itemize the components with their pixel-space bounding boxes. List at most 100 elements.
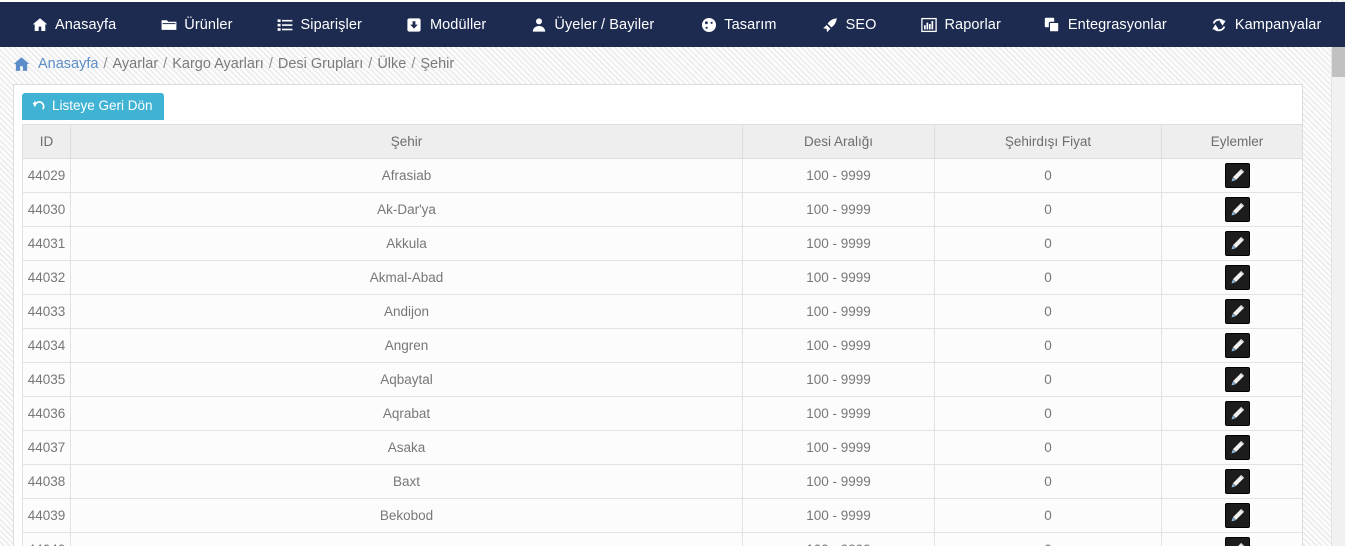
nav-item-label: Tasarım [724,16,777,33]
cell-actions [1161,327,1302,363]
breadcrumb-separator: / [103,56,108,72]
cell-id: 44039 [22,497,71,533]
breadcrumb-item[interactable]: Kargo Ayarları [172,56,264,72]
back-to-list-button[interactable]: Listeye Geri Dön [22,93,164,120]
pencil-edit-icon [1230,542,1245,546]
edit-row-button[interactable] [1224,264,1250,290]
bar-chart-icon [920,16,937,33]
nav-item-seo[interactable]: SEO [811,2,888,47]
city-desi-table: ID Şehir Desi Aralığı Şehirdışı Fiyat Eyleml… [22,123,1302,546]
table-row: 44035 Aqbaytal 100 - 9999 0 [22,361,1302,397]
cell-id: 44038 [22,463,71,499]
cell-actions [1161,531,1302,546]
pencil-edit-icon [1230,508,1245,523]
cell-outcity-price: 0 [934,157,1162,193]
home-icon [13,56,30,73]
undo-arrow-icon [31,99,46,114]
cell-city: Andijon [70,293,743,329]
cell-desi-range: 100 - 9999 [742,463,935,499]
table-row: 44033 Andijon 100 - 9999 0 [22,293,1302,329]
edit-row-button[interactable] [1224,400,1250,426]
cell-desi-range: 100 - 9999 [742,327,935,363]
cell-outcity-price: 0 [934,463,1162,499]
cell-city: Angren [70,327,743,363]
home-icon [31,16,48,33]
pencil-edit-icon [1230,440,1245,455]
nav-item-raporlar[interactable]: Raporlar [909,2,1011,47]
folder-icon [160,16,177,33]
breadcrumb-item[interactable]: Desi Grupları [277,56,364,72]
pencil-edit-icon [1230,474,1245,489]
cell-desi-range: 100 - 9999 [742,429,935,465]
column-header-id: ID [22,123,71,159]
nav-item-tasar-m[interactable]: Tasarım [689,2,787,47]
list-icon [277,16,294,33]
edit-row-button[interactable] [1224,502,1250,528]
breadcrumb: Anasayfa / Ayarlar / Kargo Ayarları / Desi Gr… [0,47,1345,81]
cell-id: 44030 [22,191,71,227]
nav-item-mod-ller[interactable]: Modüller [395,2,497,47]
edit-row-button[interactable] [1224,434,1250,460]
cell-desi-range: 100 - 9999 [742,361,935,397]
nav-item-entegrasyonlar[interactable]: Entegrasyonlar [1033,2,1178,47]
pencil-edit-icon [1230,304,1245,319]
breadcrumb-separator: / [268,56,273,72]
table-row: 44036 Aqrabat 100 - 9999 0 [22,395,1302,431]
breadcrumb-separator: / [163,56,168,72]
main-navbar: Anasayfa Ürünler Siparişler Modüller Üyeler … [0,2,1331,47]
edit-row-button[interactable] [1224,230,1250,256]
edit-row-button[interactable] [1224,332,1250,358]
edit-row-button[interactable] [1224,162,1250,188]
table-row: 44039 Bekobod 100 - 9999 0 [22,497,1302,533]
cell-id: 44040 [22,531,71,546]
cell-outcity-price: 0 [934,531,1162,546]
cell-desi-range: 100 - 9999 [742,531,935,546]
cell-id: 44032 [22,259,71,295]
breadcrumb-separator: / [368,56,373,72]
cell-desi-range: 100 - 9999 [742,395,935,431]
page-scrollbar-track[interactable] [1331,47,1345,546]
column-header-actions: Eylemler [1161,123,1302,159]
refresh-icon [1211,16,1228,33]
back-to-list-label: Listeye Geri Dön [52,98,153,113]
nav-item-kampanyalar[interactable]: Kampanyalar [1200,2,1333,47]
cell-outcity-price: 0 [934,225,1162,261]
nav-item-r-nler[interactable]: Ürünler [149,2,243,47]
user-icon [530,16,547,33]
cell-desi-range: 100 - 9999 [742,191,935,227]
page-scrollbar-thumb[interactable] [1332,47,1345,77]
top-sliver [0,0,1331,2]
breadcrumb-item[interactable]: Şehir [420,56,455,72]
nav-item-label: Anasayfa [55,16,117,33]
breadcrumb-item[interactable]: Ülke [377,56,407,72]
cell-city: Aqbaytal [70,361,743,397]
cell-outcity-price: 0 [934,327,1162,363]
edit-row-button[interactable] [1224,298,1250,324]
table-row: 44034 Angren 100 - 9999 0 [22,327,1302,363]
pencil-edit-icon [1230,372,1245,387]
breadcrumb-item[interactable]: Ayarlar [112,56,159,72]
edit-row-button[interactable] [1224,536,1250,546]
cell-city [70,531,743,546]
breadcrumb-home-link[interactable]: Anasayfa [38,56,99,72]
cell-city: Akkula [70,225,743,261]
cell-actions [1161,293,1302,329]
nav-item-sipari-ler[interactable]: Siparişler [266,2,373,47]
nav-item-yeler-bayiler[interactable]: Üyeler / Bayiler [519,2,665,47]
nav-item-anasayfa[interactable]: Anasayfa [20,2,127,47]
cell-outcity-price: 0 [934,395,1162,431]
cell-desi-range: 100 - 9999 [742,225,935,261]
edit-row-button[interactable] [1224,196,1250,222]
cell-id: 44031 [22,225,71,261]
cell-outcity-price: 0 [934,191,1162,227]
edit-row-button[interactable] [1224,468,1250,494]
column-header-outcity-price: Şehirdışı Fiyat [934,123,1162,159]
pencil-edit-icon [1230,270,1245,285]
cell-actions [1161,157,1302,193]
cell-id: 44037 [22,429,71,465]
content-panel: Listeye Geri Dön ID Şehir Desi Aralığı Şehi… [13,84,1303,546]
palette-icon [700,16,717,33]
edit-row-button[interactable] [1224,366,1250,392]
cell-actions [1161,225,1302,261]
copy-icon [1044,16,1061,33]
